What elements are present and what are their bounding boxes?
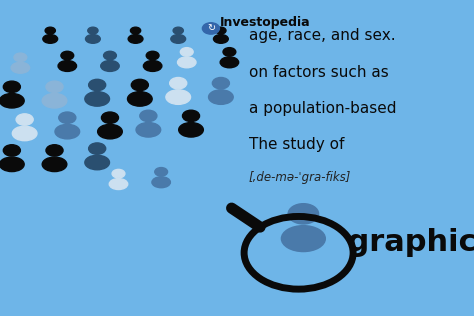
Circle shape [45, 27, 55, 34]
Ellipse shape [179, 123, 203, 137]
Circle shape [140, 110, 157, 122]
Circle shape [170, 77, 187, 89]
Ellipse shape [109, 179, 128, 190]
Text: Investopedia: Investopedia [219, 15, 310, 29]
Circle shape [59, 112, 76, 123]
Circle shape [3, 145, 20, 156]
Ellipse shape [177, 57, 196, 68]
Ellipse shape [11, 62, 29, 73]
Circle shape [46, 81, 63, 93]
Ellipse shape [171, 34, 186, 43]
Ellipse shape [282, 226, 325, 252]
Circle shape [131, 79, 148, 91]
Ellipse shape [43, 34, 58, 43]
Circle shape [146, 51, 159, 60]
Circle shape [3, 81, 20, 93]
Circle shape [182, 110, 200, 122]
Ellipse shape [0, 94, 24, 108]
Ellipse shape [85, 34, 100, 43]
Ellipse shape [100, 61, 119, 71]
Circle shape [202, 23, 219, 34]
Circle shape [89, 143, 106, 154]
Circle shape [89, 79, 106, 91]
Circle shape [223, 48, 236, 56]
Text: Demographics: Demographics [249, 228, 474, 257]
Ellipse shape [98, 125, 122, 139]
Circle shape [101, 112, 118, 123]
Circle shape [112, 169, 125, 178]
Circle shape [288, 204, 319, 224]
Ellipse shape [220, 57, 238, 68]
Text: age, race, and sex.: age, race, and sex. [249, 28, 395, 43]
Ellipse shape [58, 61, 76, 71]
Ellipse shape [128, 34, 143, 43]
Ellipse shape [55, 125, 80, 139]
Circle shape [130, 27, 141, 34]
Ellipse shape [152, 177, 171, 188]
Ellipse shape [42, 94, 67, 108]
Ellipse shape [85, 92, 109, 106]
Text: on factors such as: on factors such as [249, 65, 389, 80]
Circle shape [155, 167, 168, 176]
Ellipse shape [209, 90, 233, 104]
Ellipse shape [166, 90, 191, 104]
Text: a population-based: a population-based [249, 101, 396, 116]
Circle shape [61, 51, 73, 60]
Ellipse shape [42, 157, 67, 172]
Circle shape [16, 114, 33, 125]
Ellipse shape [143, 61, 162, 71]
Ellipse shape [85, 155, 109, 170]
Text: ↻: ↻ [207, 23, 215, 33]
Ellipse shape [136, 123, 161, 137]
Circle shape [173, 27, 183, 34]
Circle shape [103, 51, 116, 60]
Ellipse shape [12, 126, 37, 141]
Ellipse shape [128, 92, 152, 106]
Text: [,de-mə-ˈgra-fiks]: [,de-mə-ˈgra-fiks] [249, 171, 351, 184]
Circle shape [88, 27, 98, 34]
Circle shape [244, 216, 353, 289]
Circle shape [14, 53, 27, 62]
Ellipse shape [0, 157, 24, 172]
Ellipse shape [213, 34, 228, 43]
Circle shape [212, 77, 229, 89]
Text: The study of: The study of [249, 137, 344, 152]
Circle shape [216, 27, 226, 34]
Circle shape [180, 48, 193, 56]
Circle shape [46, 145, 63, 156]
